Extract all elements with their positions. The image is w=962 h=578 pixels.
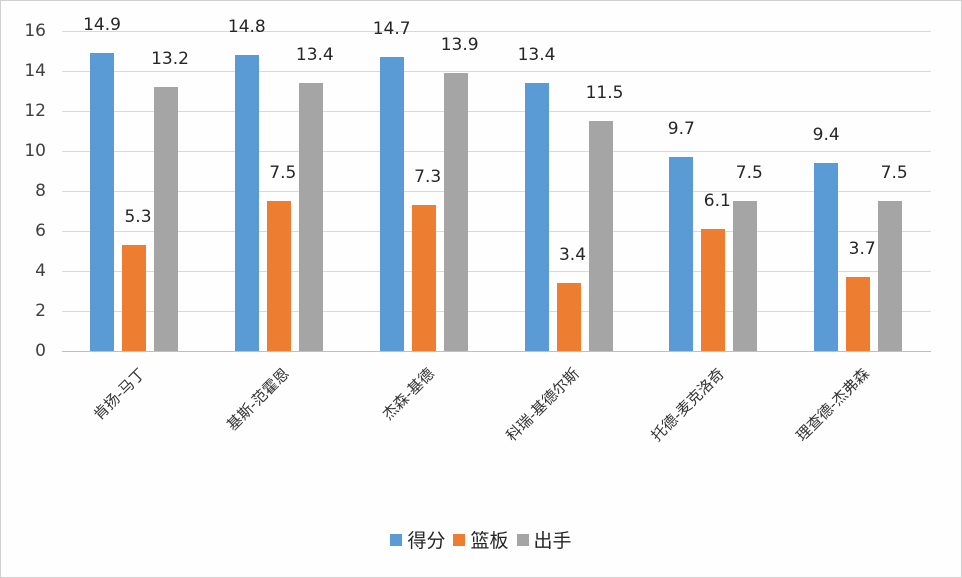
gridline bbox=[62, 271, 931, 272]
bar-shots bbox=[878, 201, 903, 351]
legend-swatch-rebounds bbox=[453, 533, 466, 546]
bar-rebounds bbox=[411, 205, 436, 351]
bar-points bbox=[524, 83, 549, 351]
data-label-rebounds: 5.3 bbox=[124, 207, 152, 227]
bar-rebounds bbox=[266, 201, 291, 351]
category-label: 杰森-基德 bbox=[379, 364, 439, 424]
data-label-rebounds: 7.5 bbox=[269, 163, 297, 183]
gridline bbox=[62, 191, 931, 192]
data-label-shots: 13.2 bbox=[151, 49, 189, 69]
bar-shots bbox=[733, 201, 758, 351]
y-tick-label: 12 bbox=[24, 101, 46, 121]
bar-points bbox=[814, 163, 839, 351]
gridline bbox=[62, 151, 931, 152]
data-label-points: 14.8 bbox=[227, 17, 266, 37]
y-tick-label: 4 bbox=[35, 261, 46, 281]
bar-points bbox=[379, 57, 404, 351]
gridline bbox=[62, 71, 931, 72]
category-label: 理查德-杰弗森 bbox=[792, 364, 873, 445]
bar-points bbox=[669, 157, 694, 351]
data-label-points: 9.4 bbox=[812, 125, 840, 145]
bar-shots bbox=[154, 87, 178, 351]
legend-label-rebounds: 篮板 bbox=[470, 530, 509, 552]
category-label: 托德-麦克洛奇 bbox=[647, 364, 728, 445]
bar-rebounds bbox=[701, 229, 726, 351]
legend-swatch-points bbox=[390, 533, 403, 546]
data-label-shots: 7.5 bbox=[735, 163, 763, 183]
data-label-rebounds: 3.4 bbox=[558, 245, 587, 265]
legend: 得分 篮板 出手 bbox=[0, 526, 962, 553]
category-label: 科瑞-基德尔斯 bbox=[502, 364, 583, 445]
data-label-points: 9.7 bbox=[667, 119, 695, 139]
y-tick-label: 2 bbox=[35, 301, 46, 321]
bar-points bbox=[234, 55, 259, 351]
data-label-shots: 13.9 bbox=[440, 35, 479, 55]
data-label-rebounds: 7.3 bbox=[414, 167, 442, 187]
gridline bbox=[62, 351, 931, 352]
legend-item-points: 得分 bbox=[390, 526, 445, 553]
y-tick-label: 8 bbox=[35, 181, 46, 201]
data-label-points: 13.4 bbox=[517, 45, 556, 65]
category-label: 肯扬-马丁 bbox=[89, 364, 149, 424]
data-label-shots: 7.5 bbox=[880, 163, 908, 183]
legend-label-points: 得分 bbox=[407, 530, 446, 552]
gridline bbox=[62, 111, 931, 112]
bar-shots bbox=[298, 83, 323, 351]
bar-rebounds bbox=[846, 277, 871, 351]
gridline bbox=[62, 311, 931, 312]
gridline bbox=[62, 231, 931, 232]
data-label-shots: 11.5 bbox=[585, 83, 624, 103]
y-tick-label: 16 bbox=[24, 21, 46, 41]
data-label-rebounds: 3.7 bbox=[848, 239, 876, 259]
data-label-points: 14.7 bbox=[372, 19, 411, 39]
bar-rebounds bbox=[122, 245, 146, 351]
bar-rebounds bbox=[556, 283, 581, 351]
category-label: 基斯-范霍恩 bbox=[223, 364, 294, 435]
y-tick-label: 6 bbox=[35, 221, 46, 241]
legend-swatch-shots bbox=[516, 533, 529, 546]
bar-shots bbox=[588, 121, 613, 351]
data-label-rebounds: 6.1 bbox=[703, 191, 731, 211]
legend-label-shots: 出手 bbox=[533, 530, 572, 552]
bar-shots bbox=[443, 73, 468, 351]
gridline bbox=[62, 31, 931, 32]
bar-points bbox=[90, 53, 114, 351]
data-label-shots: 13.4 bbox=[295, 45, 334, 65]
data-label-points: 14.9 bbox=[83, 15, 121, 35]
y-tick-label: 10 bbox=[24, 141, 46, 161]
legend-item-rebounds: 篮板 bbox=[453, 526, 509, 553]
y-tick-label: 14 bbox=[24, 61, 46, 81]
y-tick-label: 0 bbox=[35, 341, 46, 361]
legend-item-shots: 出手 bbox=[516, 526, 572, 553]
